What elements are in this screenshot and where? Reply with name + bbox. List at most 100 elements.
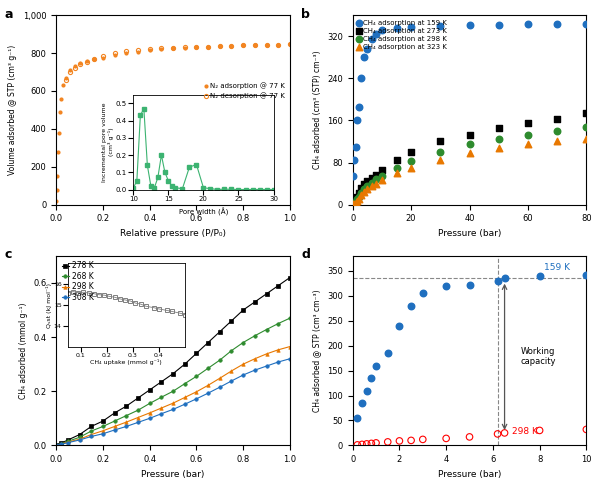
268 K xyxy=(263,327,270,333)
268 K xyxy=(251,333,259,338)
268 K xyxy=(275,320,282,326)
308 K xyxy=(169,407,176,412)
268 K xyxy=(76,434,83,440)
N₂ adsorption @ 77 K xyxy=(146,47,154,53)
Point xyxy=(418,435,428,443)
N₂ adsorption @ 77 K xyxy=(67,67,74,73)
N₂ adsorption @ 77 K xyxy=(158,46,165,52)
278 K xyxy=(134,395,142,401)
CH₄ adsorption at 298 K xyxy=(371,175,381,183)
298 K xyxy=(76,436,83,442)
Point xyxy=(465,281,475,289)
Line: N₂ adsorption @ 77 K: N₂ adsorption @ 77 K xyxy=(54,42,292,203)
N₂ adsorption @ 77 K xyxy=(111,52,118,58)
CH₄ adsorption at 273 K xyxy=(392,156,401,164)
298 K xyxy=(205,382,212,388)
308 K xyxy=(205,390,212,396)
CH₄ adsorption at 323 K xyxy=(349,201,358,208)
Line: 308 K: 308 K xyxy=(55,357,292,447)
CH₄ adsorption at 159 K xyxy=(436,22,445,30)
N₂ adsorption @ 77 K xyxy=(59,82,67,88)
N₂ desorption @ 77 K xyxy=(134,47,142,53)
308 K xyxy=(239,372,247,378)
278 K xyxy=(275,283,282,289)
278 K xyxy=(181,361,188,367)
268 K xyxy=(88,428,95,434)
CH₄ adsorption at 273 K xyxy=(367,174,376,182)
298 K xyxy=(123,419,130,425)
Point xyxy=(367,374,376,382)
CH₄ adsorption at 298 K xyxy=(349,199,359,207)
CH₄ adsorption at 298 K xyxy=(352,195,362,203)
268 K xyxy=(100,424,107,430)
CH₄ adsorption at 273 K xyxy=(406,148,416,156)
298 K xyxy=(251,356,259,362)
CH₄ adsorption at 273 K xyxy=(356,184,366,192)
268 K xyxy=(123,412,130,418)
268 K xyxy=(134,407,142,413)
Point xyxy=(383,349,392,357)
CH₄ adsorption at 159 K xyxy=(356,75,366,82)
Y-axis label: CH₄ adsorbed @ STP (cm³ cm⁻³): CH₄ adsorbed @ STP (cm³ cm⁻³) xyxy=(313,289,322,412)
278 K xyxy=(205,339,212,345)
298 K xyxy=(193,389,200,394)
CH₄ adsorption at 159 K xyxy=(362,45,372,53)
308 K xyxy=(123,424,130,430)
N₂ desorption @ 77 K xyxy=(67,69,74,75)
278 K xyxy=(193,351,200,356)
N₂ adsorption @ 77 K xyxy=(76,60,83,66)
CH₄ adsorption at 159 K xyxy=(392,24,401,32)
N₂ desorption @ 77 K xyxy=(90,56,97,62)
N₂ desorption @ 77 K xyxy=(181,44,188,50)
Y-axis label: Volume adsorbed @ STP (cm³ g⁻¹): Volume adsorbed @ STP (cm³ g⁻¹) xyxy=(8,45,17,175)
N₂ adsorption @ 77 K xyxy=(53,198,60,204)
308 K xyxy=(100,431,107,437)
Point xyxy=(535,427,544,434)
298 K xyxy=(58,441,65,447)
N₂ desorption @ 77 K xyxy=(275,41,282,47)
308 K xyxy=(251,367,259,373)
Point xyxy=(442,282,451,290)
278 K xyxy=(239,307,247,313)
Point xyxy=(371,439,381,447)
CH₄ adsorption at 323 K xyxy=(362,185,372,193)
298 K xyxy=(111,424,118,430)
N₂ adsorption @ 77 K xyxy=(56,109,64,115)
CH₄ adsorption at 159 K xyxy=(406,23,416,31)
278 K xyxy=(88,424,95,430)
278 K xyxy=(53,443,60,449)
CH₄ adsorption at 273 K xyxy=(354,189,364,197)
268 K xyxy=(286,315,293,321)
CH₄ adsorption at 298 K xyxy=(377,172,386,180)
N₂ adsorption @ 77 K xyxy=(55,130,62,135)
298 K xyxy=(64,439,71,445)
268 K xyxy=(228,348,235,354)
N₂ adsorption @ 77 K xyxy=(286,41,293,47)
278 K xyxy=(111,410,118,416)
N₂ desorption @ 77 K xyxy=(263,42,270,48)
N₂ desorption @ 77 K xyxy=(239,42,247,48)
CH₄ adsorption at 323 K xyxy=(392,169,401,177)
278 K xyxy=(76,431,83,437)
N₂ desorption @ 77 K xyxy=(100,53,107,59)
CH₄ adsorption at 323 K xyxy=(494,145,503,152)
CH₄ adsorption at 159 K xyxy=(371,30,381,37)
Point xyxy=(383,438,392,446)
298 K xyxy=(88,431,95,437)
298 K xyxy=(286,344,293,350)
CH₄ adsorption at 298 K xyxy=(581,123,591,131)
CH₄ adsorption at 323 K xyxy=(352,197,362,205)
298 K xyxy=(181,394,188,400)
CH₄ adsorption at 298 K xyxy=(523,131,533,138)
Text: Working
capacity: Working capacity xyxy=(521,347,556,366)
268 K xyxy=(158,394,165,400)
N₂ adsorption @ 77 K xyxy=(205,44,212,50)
298 K xyxy=(158,405,165,411)
N₂ adsorption @ 77 K xyxy=(169,45,176,51)
CH₄ adsorption at 298 K xyxy=(362,182,372,189)
CH₄ adsorption at 298 K xyxy=(359,185,369,193)
N₂ desorption @ 77 K xyxy=(83,58,90,64)
Point xyxy=(406,302,416,310)
308 K xyxy=(275,359,282,365)
268 K xyxy=(239,339,247,345)
